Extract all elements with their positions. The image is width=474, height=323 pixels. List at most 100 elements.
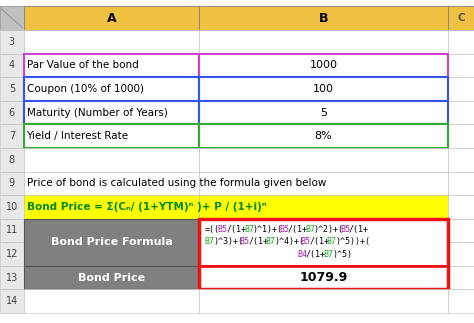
Bar (0, 148, 24, 172)
Text: B4: B4 (297, 250, 307, 259)
Bar (448, 124, 474, 148)
Bar (0, 219, 24, 242)
Text: )^5): )^5) (332, 250, 352, 259)
Bar (448, 266, 474, 289)
Text: B: B (319, 12, 328, 25)
Bar (448, 148, 474, 172)
Text: Yield / Interest Rate: Yield / Interest Rate (27, 131, 128, 141)
Text: B7: B7 (244, 225, 254, 234)
Bar (448, 30, 474, 54)
Bar (448, 54, 474, 77)
Bar (448, 195, 474, 219)
Bar (199, 172, 448, 195)
Bar (24, 124, 199, 148)
Bar (24, 195, 199, 219)
Text: B7: B7 (327, 237, 337, 246)
Text: Bond Price = Σ(Cₙ/ (1+YTM)ⁿ )+ P / (1+i)ⁿ: Bond Price = Σ(Cₙ/ (1+YTM)ⁿ )+ P / (1+i)… (27, 202, 267, 212)
Text: B5: B5 (340, 225, 350, 234)
Text: /(1+: /(1+ (227, 225, 246, 234)
Text: B7: B7 (305, 225, 315, 234)
Text: 11: 11 (6, 225, 18, 235)
Bar (24, 101, 199, 124)
Text: /(1+: /(1+ (310, 237, 329, 246)
Bar (24, 6, 199, 30)
Text: B5: B5 (279, 225, 289, 234)
Bar (24, 266, 199, 289)
Bar (448, 77, 474, 101)
Bar (0, 219, 24, 242)
Bar (199, 289, 448, 313)
Text: 10: 10 (6, 202, 18, 212)
Bar (448, 6, 474, 30)
Bar (24, 30, 199, 54)
Bar (199, 101, 448, 124)
Bar (24, 54, 199, 77)
Bar (199, 54, 448, 77)
Bar (448, 219, 474, 242)
Bar (199, 124, 448, 148)
Text: )^1)+(: )^1)+( (253, 225, 283, 234)
Bar (448, 242, 474, 266)
Bar (0, 195, 24, 219)
Text: 14: 14 (6, 296, 18, 306)
Text: 1000: 1000 (310, 60, 337, 70)
Text: B5: B5 (218, 225, 228, 234)
Text: 12: 12 (6, 249, 18, 259)
Bar (24, 172, 199, 195)
Text: =((: =(( (205, 225, 220, 234)
Bar (199, 101, 448, 124)
Text: 5: 5 (320, 108, 327, 118)
Text: B7: B7 (323, 250, 334, 259)
Text: 4: 4 (9, 60, 15, 70)
Text: Maturity (Number of Years): Maturity (Number of Years) (27, 108, 167, 118)
Text: 7: 7 (9, 131, 15, 141)
Bar (448, 172, 474, 195)
Bar (199, 195, 448, 219)
Bar (0, 77, 24, 101)
Text: B5: B5 (240, 237, 250, 246)
Text: 5: 5 (9, 84, 15, 94)
Text: 1079.9: 1079.9 (300, 271, 347, 284)
Text: /(1+: /(1+ (306, 250, 326, 259)
Text: Bond Price Formula: Bond Price Formula (51, 237, 172, 247)
Text: 8: 8 (9, 155, 15, 165)
Bar (0, 30, 24, 54)
Text: 8%: 8% (315, 131, 332, 141)
Text: )^4)+(: )^4)+( (274, 237, 304, 246)
Bar (199, 77, 448, 101)
Text: C: C (457, 13, 465, 23)
Bar (199, 54, 448, 77)
Text: Price of bond is calculated using the formula given below: Price of bond is calculated using the fo… (27, 178, 326, 188)
Text: )^3)+(: )^3)+( (213, 237, 244, 246)
Bar (24, 219, 199, 266)
Bar (0, 289, 24, 313)
Text: 100: 100 (313, 84, 334, 94)
Bar (24, 124, 199, 148)
Text: /(1+: /(1+ (349, 225, 369, 234)
Bar (199, 6, 448, 30)
Bar (448, 219, 474, 242)
Bar (199, 148, 448, 172)
Bar (0, 242, 24, 266)
Bar (199, 30, 448, 54)
Text: B7: B7 (205, 237, 215, 246)
Text: /(1+: /(1+ (248, 237, 268, 246)
Bar (199, 219, 448, 289)
Text: Bond Price: Bond Price (78, 273, 145, 283)
Bar (448, 289, 474, 313)
Text: Par Value of the bond: Par Value of the bond (27, 60, 138, 70)
Bar (24, 54, 199, 77)
Text: B7: B7 (266, 237, 276, 246)
Bar (24, 289, 199, 313)
Bar (0, 266, 24, 289)
Bar (199, 219, 448, 266)
Bar (0, 172, 24, 195)
Text: 6: 6 (9, 108, 15, 118)
Bar (0, 54, 24, 77)
Text: Coupon (10% of 1000): Coupon (10% of 1000) (27, 84, 144, 94)
Text: )^5))+(: )^5))+( (336, 237, 371, 246)
Bar (24, 77, 199, 101)
Bar (199, 124, 448, 148)
Text: 9: 9 (9, 178, 15, 188)
Bar (199, 266, 448, 289)
